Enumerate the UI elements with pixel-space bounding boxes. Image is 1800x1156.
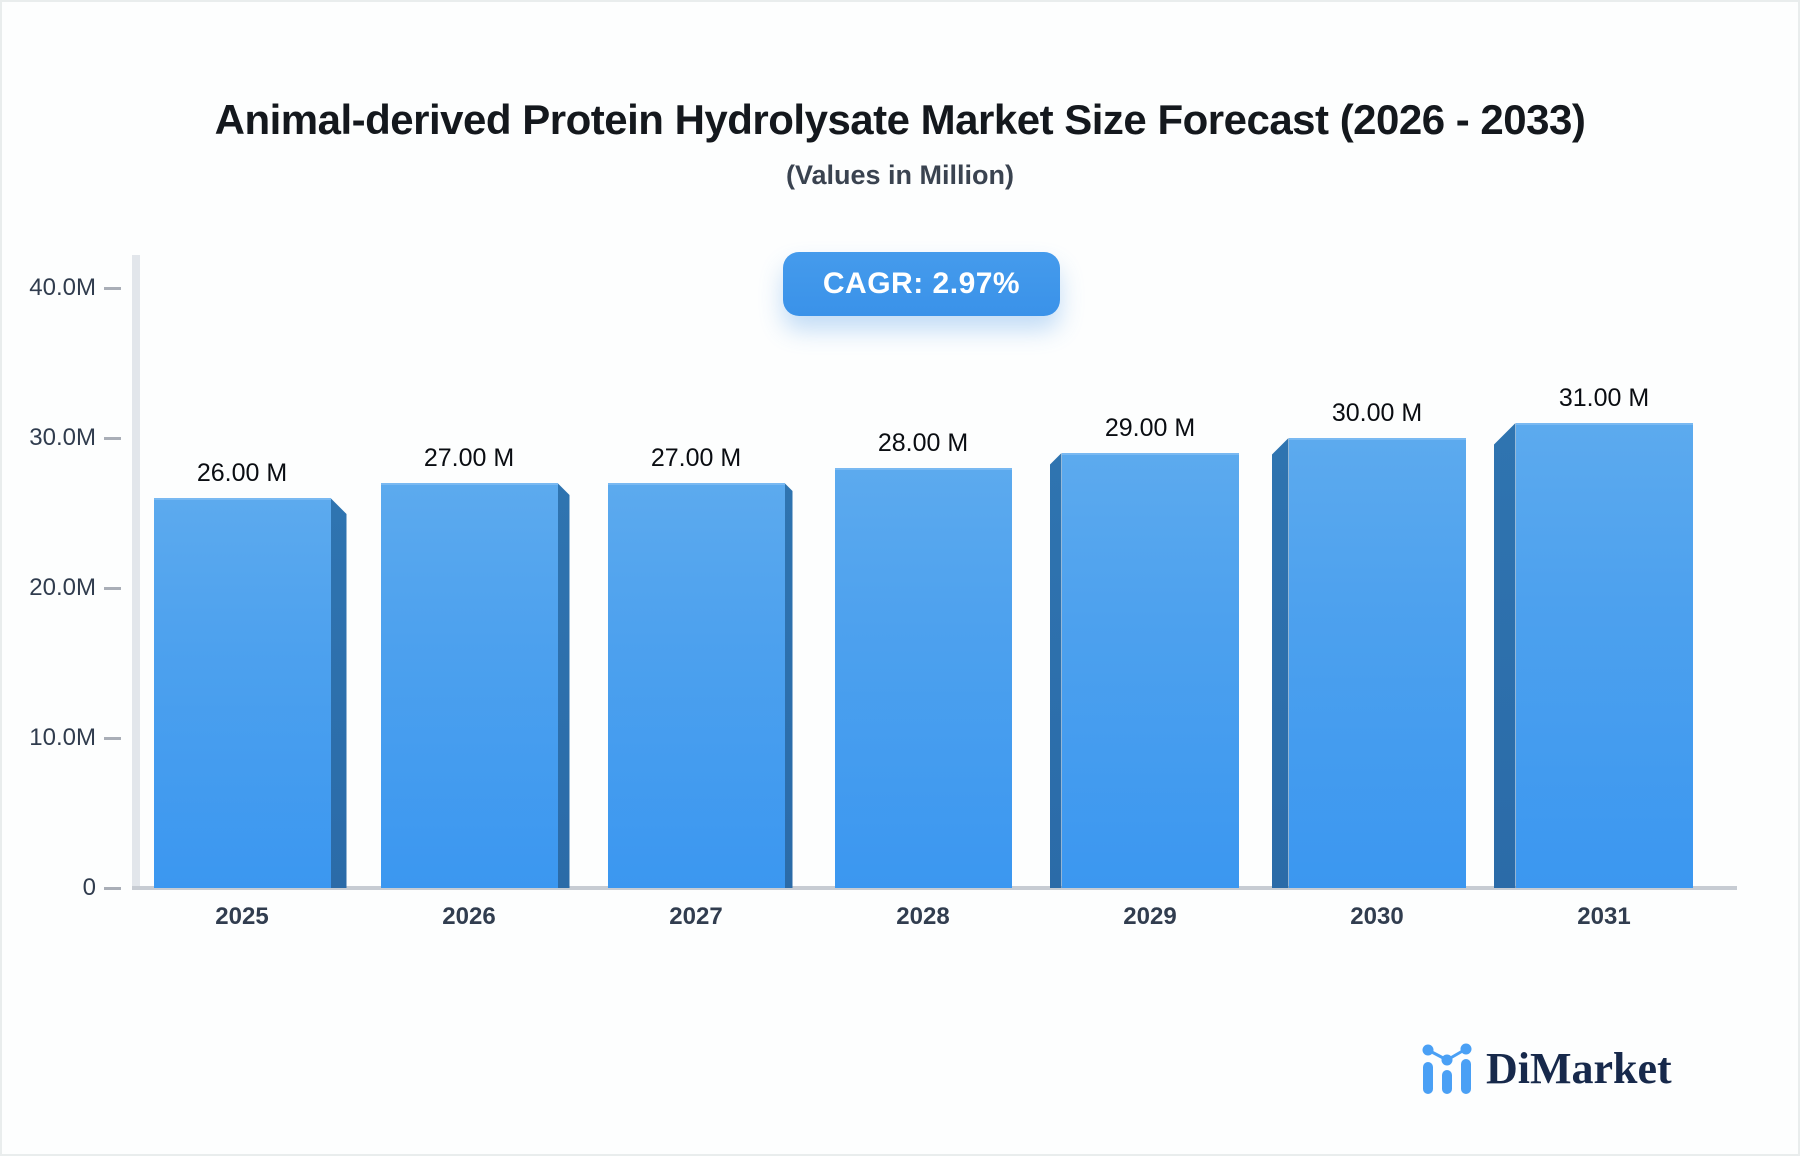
- y-axis-tick-label: 10.0M: [29, 724, 96, 751]
- dimarket-logo: DiMarket: [1422, 1042, 1672, 1094]
- bar-2026[interactable]: [380, 483, 558, 888]
- bar-3d-side: [784, 483, 793, 888]
- bar-3d-side: [330, 498, 347, 888]
- y-axis-tick-label: 40.0M: [29, 274, 96, 301]
- bar-2029[interactable]: [1061, 453, 1239, 888]
- bar-2030[interactable]: [1288, 438, 1466, 888]
- bar-3d-side: [1049, 453, 1062, 888]
- bar-value-label: 28.00 M: [877, 429, 969, 457]
- y-axis-tick-mark: [104, 436, 121, 440]
- y-axis-tick-mark: [104, 586, 121, 590]
- bar-value-label: 26.00 M: [196, 459, 288, 487]
- x-axis-label: 2026: [442, 903, 496, 930]
- x-axis-label: 2029: [1123, 903, 1177, 930]
- chart-subtitle: (Values in Million): [785, 160, 1015, 190]
- bar-value-label: 31.00 M: [1558, 384, 1650, 412]
- cagr-badge: CAGR: 2.97%: [783, 252, 1060, 316]
- logo-text: DiMarket: [1486, 1043, 1672, 1093]
- bar-2031[interactable]: [1515, 423, 1693, 888]
- y-axis-tick-label: 20.0M: [29, 574, 96, 601]
- bar-2027[interactable]: [607, 483, 785, 888]
- bar-3d-side: [557, 483, 570, 888]
- y-axis-line: [132, 255, 140, 888]
- bar-2028[interactable]: [834, 468, 1012, 888]
- bar-value-label: 30.00 M: [1331, 399, 1423, 427]
- x-axis-label: 2028: [896, 903, 950, 930]
- y-axis-tick-label: 30.0M: [29, 424, 96, 451]
- bar-3d-side: [1271, 438, 1289, 888]
- y-axis-tick-mark: [104, 286, 121, 290]
- bar-value-label: 27.00 M: [423, 444, 515, 472]
- bar-2025[interactable]: [153, 498, 331, 888]
- x-axis-line: [132, 886, 1737, 890]
- cagr-badge-label: CAGR: 2.97%: [822, 267, 1021, 300]
- x-axis-label: 2027: [669, 903, 723, 930]
- x-axis-label: 2031: [1577, 903, 1631, 930]
- chart-title: Animal-derived Protein Hydrolysate Marke…: [214, 96, 1586, 143]
- x-axis-label: 2025: [215, 903, 269, 930]
- bar-value-label: 27.00 M: [650, 444, 742, 472]
- bar-3d-side: [1493, 423, 1516, 888]
- y-axis-tick-label: 0: [82, 874, 96, 901]
- bar-value-label: 29.00 M: [1104, 414, 1196, 442]
- y-axis-tick-mark: [104, 886, 121, 890]
- x-axis-label: 2030: [1350, 903, 1404, 930]
- mini-bar-chart-icon: [1422, 1043, 1472, 1094]
- y-axis-tick-mark: [104, 736, 121, 740]
